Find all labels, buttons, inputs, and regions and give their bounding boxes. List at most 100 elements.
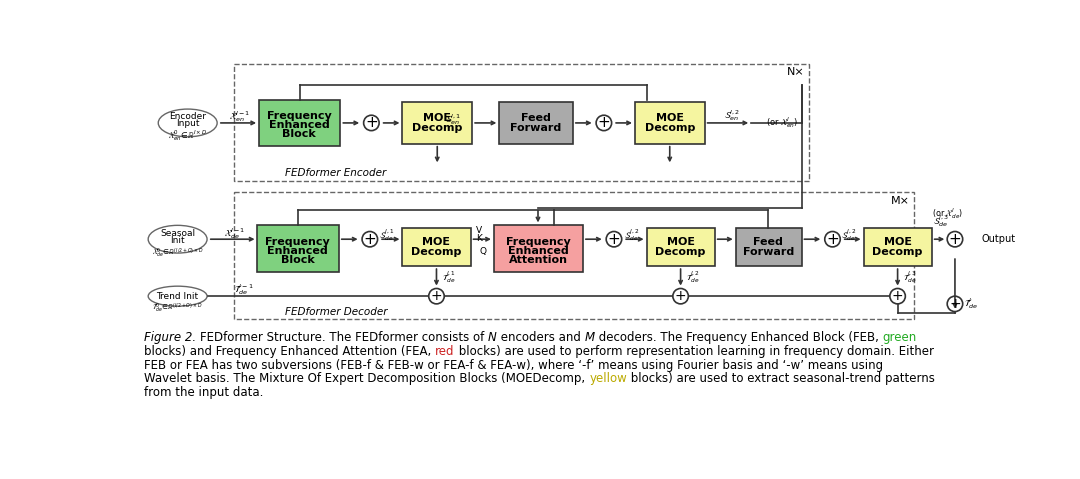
Text: $\mathcal{T}^{l-1}_{de}$: $\mathcal{T}^{l-1}_{de}$ [233, 283, 254, 297]
Text: $\mathcal{T}^0_{de}\!\in\!\mathbb{R}^{(I/2+O)\times D}$: $\mathcal{T}^0_{de}\!\in\!\mathbb{R}^{(I… [152, 302, 203, 315]
Text: M: M [584, 331, 595, 344]
FancyBboxPatch shape [499, 102, 572, 144]
Circle shape [825, 231, 840, 247]
Text: Input: Input [176, 119, 200, 128]
Circle shape [364, 115, 379, 131]
Text: MOE: MOE [656, 114, 684, 123]
Text: (or $\mathcal{X}^l_{en}$): (or $\mathcal{X}^l_{en}$) [766, 114, 798, 130]
Text: Seasoal: Seasoal [160, 228, 195, 238]
Text: Init: Init [171, 236, 185, 245]
Text: MOE: MOE [666, 237, 694, 247]
Text: Frequency: Frequency [267, 111, 332, 121]
Text: +: + [597, 115, 610, 130]
Text: Feed: Feed [521, 114, 551, 123]
Text: $\mathcal{T}^{l,2}_{de}$: $\mathcal{T}^{l,2}_{de}$ [686, 270, 700, 285]
Text: yellow: yellow [590, 372, 626, 386]
Text: MOE: MOE [423, 114, 451, 123]
Text: M×: M× [890, 196, 909, 205]
Text: $\mathcal{S}^{l,3}_{de}$: $\mathcal{S}^{l,3}_{de}$ [933, 214, 949, 229]
Text: $\mathcal{S}^{l,1}_{de}$: $\mathcal{S}^{l,1}_{de}$ [379, 228, 394, 243]
Text: Wavelet basis. The Mixture Of Expert Decomposition Blocks (MOEDecomp,: Wavelet basis. The Mixture Of Expert Dec… [145, 372, 590, 386]
Text: (or $\mathcal{X}^l_{de}$): (or $\mathcal{X}^l_{de}$) [932, 206, 962, 221]
Text: +: + [675, 289, 687, 303]
Circle shape [947, 231, 962, 247]
Circle shape [429, 288, 444, 304]
Text: Block: Block [281, 255, 314, 265]
Text: from the input data.: from the input data. [145, 386, 264, 399]
Text: +: + [431, 289, 443, 303]
Text: $\mathcal{S}^{l,2}_{en}$: $\mathcal{S}^{l,2}_{en}$ [724, 109, 740, 124]
Text: V: V [476, 226, 482, 235]
Text: Decomp: Decomp [645, 123, 694, 133]
Text: Decomp: Decomp [656, 247, 706, 257]
Text: green: green [882, 331, 917, 344]
Text: Output: Output [982, 234, 1015, 244]
Text: $\mathcal{X}^{l-1}_{de}$: $\mathcal{X}^{l-1}_{de}$ [224, 226, 245, 240]
Text: Decomp: Decomp [873, 247, 922, 257]
Text: red: red [435, 345, 455, 358]
Text: +: + [364, 232, 376, 247]
Text: decoders. The Frequency Enhanced Block (FEB,: decoders. The Frequency Enhanced Block (… [595, 331, 882, 344]
Text: Forward: Forward [510, 123, 562, 133]
Text: MOE: MOE [422, 237, 450, 247]
Text: Attention: Attention [509, 255, 567, 265]
Text: Frequency: Frequency [266, 237, 330, 247]
Circle shape [362, 231, 378, 247]
Text: +: + [948, 232, 961, 247]
Text: $\mathcal{S}^{l,2}_{de}$: $\mathcal{S}^{l,2}_{de}$ [840, 228, 855, 243]
Ellipse shape [148, 286, 207, 306]
Text: +: + [365, 115, 378, 130]
Text: +: + [826, 232, 839, 247]
Text: $\mathcal{X}^0_{en}\!\in\!\mathbb{R}^{I\times D}$: $\mathcal{X}^0_{en}\!\in\!\mathbb{R}^{I\… [168, 128, 207, 143]
Ellipse shape [148, 225, 207, 253]
Circle shape [890, 288, 905, 304]
Text: $\mathcal{S}^{l,2}_{de}$: $\mathcal{S}^{l,2}_{de}$ [623, 228, 638, 243]
Text: $\mathcal{S}^{l,1}_{en}$: $\mathcal{S}^{l,1}_{en}$ [445, 112, 461, 126]
Text: N: N [488, 331, 497, 344]
FancyBboxPatch shape [494, 225, 583, 272]
Circle shape [606, 231, 622, 247]
FancyBboxPatch shape [403, 102, 472, 144]
Text: blocks) and Frequency Enhanced Attention (FEA,: blocks) and Frequency Enhanced Attention… [145, 345, 435, 358]
Text: Decomp: Decomp [413, 123, 462, 133]
FancyBboxPatch shape [259, 100, 340, 146]
Text: +: + [892, 289, 903, 303]
Circle shape [673, 288, 688, 304]
Text: Block: Block [283, 129, 316, 139]
Text: Figure 2.: Figure 2. [145, 331, 200, 344]
FancyBboxPatch shape [403, 228, 471, 266]
Text: blocks) are used to perform representation learning in frequency domain. Either: blocks) are used to perform representati… [455, 345, 934, 358]
Text: Trend Init: Trend Init [157, 292, 199, 301]
Text: FEDformer Decoder: FEDformer Decoder [284, 307, 387, 317]
FancyBboxPatch shape [864, 228, 932, 266]
Text: $\mathcal{X}^{l-1}_{en}$: $\mathcal{X}^{l-1}_{en}$ [229, 109, 251, 124]
Text: Forward: Forward [743, 247, 794, 257]
Text: FEB or FEA has two subversions (FEB-f & FEB-w or FEA-f & FEA-w), where ‘-f’ mean: FEB or FEA has two subversions (FEB-f & … [145, 359, 883, 372]
Text: K: K [476, 234, 482, 243]
Text: Enhanced: Enhanced [268, 246, 328, 256]
Text: FEDformer Structure. The FEDformer consists of: FEDformer Structure. The FEDformer consi… [200, 331, 488, 344]
Text: Encoder: Encoder [170, 112, 206, 121]
Text: +: + [949, 297, 961, 311]
Text: Frequency: Frequency [505, 237, 570, 247]
Text: $\mathcal{T}^l_{de}$: $\mathcal{T}^l_{de}$ [964, 297, 978, 311]
FancyBboxPatch shape [257, 225, 339, 272]
Text: N×: N× [786, 67, 805, 77]
Text: Q: Q [480, 247, 487, 256]
Text: encoders and: encoders and [497, 331, 584, 344]
Text: blocks) are used to extract seasonal-trend patterns: blocks) are used to extract seasonal-tre… [626, 372, 935, 386]
Text: +: + [608, 232, 620, 247]
Text: Feed: Feed [753, 237, 783, 247]
Text: $\mathcal{T}^{l,1}_{de}$: $\mathcal{T}^{l,1}_{de}$ [442, 270, 456, 285]
FancyBboxPatch shape [635, 102, 704, 144]
Text: Decomp: Decomp [411, 247, 461, 257]
Text: Enhanced: Enhanced [508, 246, 568, 256]
Text: $\mathcal{T}^{l,3}_{de}$: $\mathcal{T}^{l,3}_{de}$ [903, 270, 917, 285]
Circle shape [596, 115, 611, 131]
Text: Enhanced: Enhanced [269, 120, 329, 130]
Text: $\mathcal{X}^0_{de}\!\in\!\mathbb{R}^{(I/2+O)\times D}$: $\mathcal{X}^0_{de}\!\in\!\mathbb{R}^{(I… [152, 246, 203, 260]
Ellipse shape [159, 109, 217, 137]
Circle shape [947, 296, 962, 311]
Text: MOE: MOE [883, 237, 912, 247]
FancyBboxPatch shape [647, 228, 715, 266]
